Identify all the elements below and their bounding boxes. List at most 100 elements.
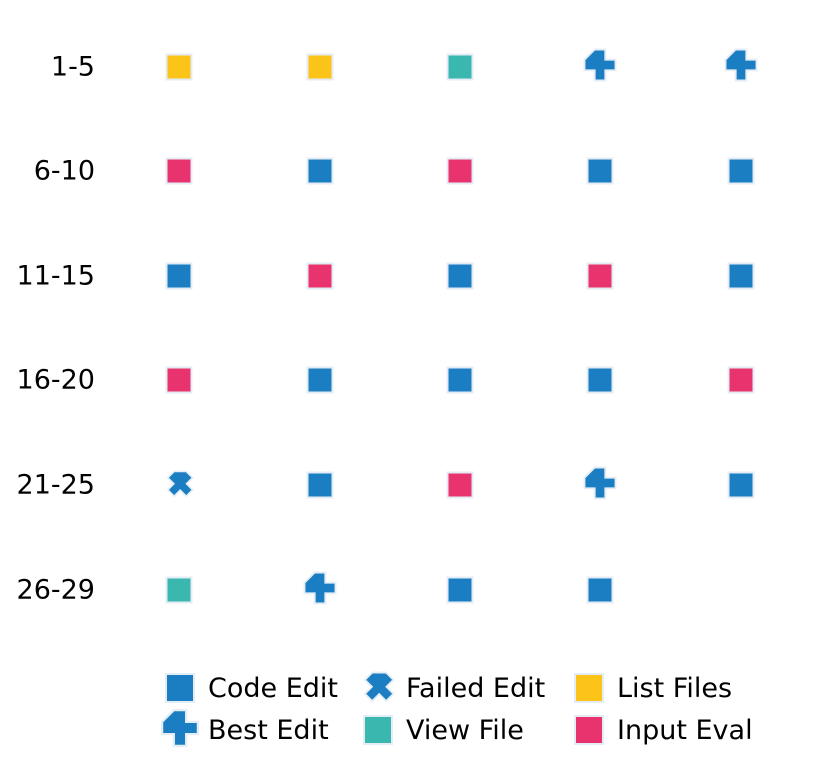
row-label: 1-5	[50, 51, 95, 83]
legend-marker-box	[572, 713, 606, 747]
best-edit-marker	[583, 466, 617, 504]
plus-icon	[583, 48, 617, 86]
square-icon	[306, 471, 334, 499]
square-icon	[446, 576, 474, 604]
plus-icon	[583, 466, 617, 504]
square-icon	[586, 157, 614, 185]
legend-entry-input-eval: Input Eval	[572, 713, 753, 747]
square-icon	[363, 715, 393, 745]
legend-marker-box	[163, 671, 197, 705]
plus-icon	[303, 571, 337, 609]
square-icon	[446, 262, 474, 290]
list-files-marker	[306, 53, 334, 81]
row-label: 26-29	[16, 574, 95, 606]
square-icon	[446, 366, 474, 394]
square-icon	[165, 157, 193, 185]
square-icon	[574, 673, 604, 703]
legend-label: Code Edit	[208, 672, 338, 704]
code-edit-marker	[727, 471, 755, 499]
input-eval-marker	[586, 262, 614, 290]
square-icon	[727, 471, 755, 499]
square-icon	[446, 262, 474, 290]
plus-icon	[161, 709, 199, 751]
square-icon	[727, 366, 755, 394]
square-icon	[727, 366, 755, 394]
code-edit-marker	[306, 366, 334, 394]
square-icon	[165, 366, 193, 394]
square-icon	[306, 157, 334, 185]
legend-entry-failed-edit: Failed Edit	[361, 671, 545, 705]
legend-entry-best-edit: Best Edit	[161, 709, 329, 747]
input-eval-marker	[727, 366, 755, 394]
code-edit-marker	[306, 471, 334, 499]
list-files-marker	[165, 53, 193, 81]
square-icon	[306, 262, 334, 290]
view-file-marker	[446, 53, 474, 81]
square-icon	[165, 576, 193, 604]
square-icon	[306, 157, 334, 185]
failed-edit-marker	[163, 467, 196, 504]
x-icon	[354, 664, 402, 712]
legend-marker-box	[161, 709, 199, 747]
best-edit-marker	[724, 48, 758, 86]
input-eval-marker	[446, 471, 474, 499]
square-icon	[306, 471, 334, 499]
x-icon	[163, 467, 196, 504]
legend-entry-view-file: View File	[361, 713, 524, 747]
square-icon	[165, 53, 193, 81]
code-edit-marker	[586, 157, 614, 185]
legend-label: Best Edit	[208, 714, 329, 746]
x-icon	[158, 464, 200, 506]
square-icon	[165, 262, 193, 290]
square-icon	[446, 53, 474, 81]
best-edit-marker	[303, 571, 337, 609]
row-label: 11-15	[16, 260, 95, 292]
row-label: 16-20	[16, 364, 95, 396]
square-icon	[165, 673, 195, 703]
square-icon	[727, 262, 755, 290]
code-edit-marker	[446, 366, 474, 394]
square-icon	[306, 53, 334, 81]
square-icon	[306, 262, 334, 290]
square-icon	[165, 366, 193, 394]
square-icon	[574, 715, 604, 745]
square-icon	[586, 576, 614, 604]
plus-icon	[583, 466, 617, 504]
square-icon	[165, 157, 193, 185]
input-eval-marker	[165, 157, 193, 185]
input-eval-marker	[446, 157, 474, 185]
code-edit-marker	[446, 576, 474, 604]
square-icon	[165, 673, 195, 703]
plus-icon	[724, 48, 758, 86]
plus-icon	[303, 571, 337, 609]
x-icon	[359, 667, 397, 709]
code-edit-marker	[306, 157, 334, 185]
legend-entry-list-files: List Files	[572, 671, 732, 705]
square-icon	[446, 471, 474, 499]
square-icon	[586, 262, 614, 290]
square-icon	[574, 673, 604, 703]
legend-label: View File	[406, 714, 524, 746]
square-icon	[727, 157, 755, 185]
code-edit-marker	[586, 366, 614, 394]
square-icon	[165, 53, 193, 81]
code-edit-marker	[586, 576, 614, 604]
square-icon	[727, 262, 755, 290]
legend-entry-code-edit: Code Edit	[163, 671, 338, 705]
square-icon	[727, 471, 755, 499]
square-icon	[727, 157, 755, 185]
square-icon	[165, 576, 193, 604]
legend-marker-box	[361, 713, 395, 747]
code-edit-marker	[727, 262, 755, 290]
plus-icon	[724, 48, 758, 86]
row-label: 6-10	[33, 155, 95, 187]
square-icon	[574, 715, 604, 745]
square-icon	[586, 366, 614, 394]
plus-icon	[583, 48, 617, 86]
best-edit-marker	[583, 48, 617, 86]
square-icon	[446, 157, 474, 185]
code-edit-marker	[165, 262, 193, 290]
square-icon	[586, 157, 614, 185]
square-icon	[306, 366, 334, 394]
